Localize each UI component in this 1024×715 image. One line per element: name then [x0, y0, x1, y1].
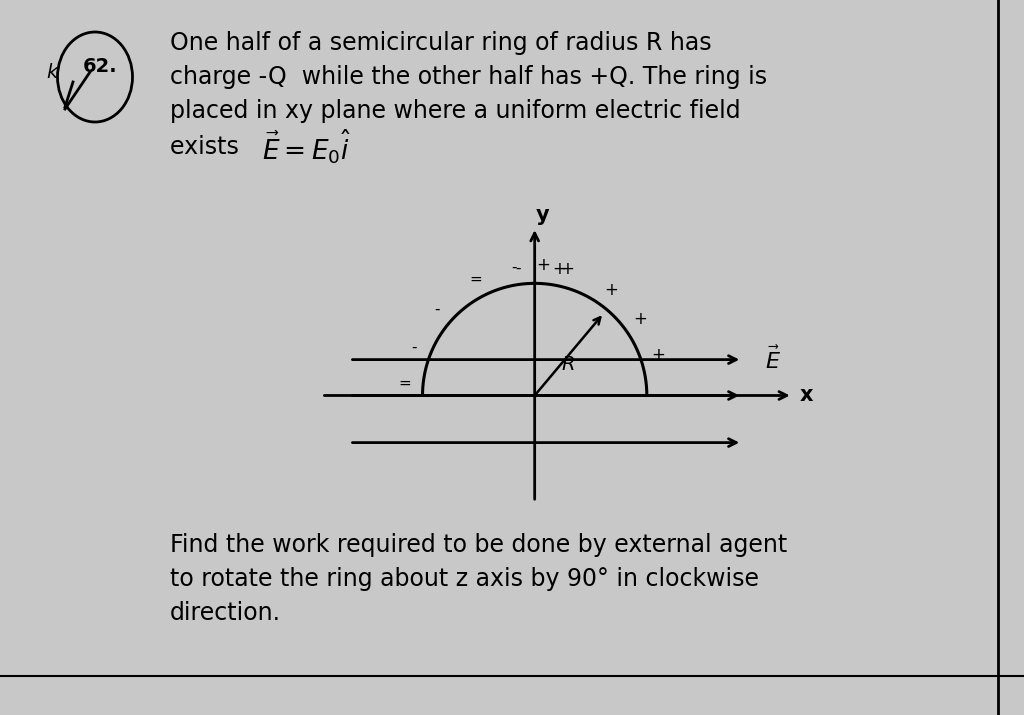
Text: to rotate the ring about z axis by 90° in clockwise: to rotate the ring about z axis by 90° i…: [170, 567, 759, 591]
Text: =: =: [469, 272, 482, 287]
Text: Find the work required to be done by external agent: Find the work required to be done by ext…: [170, 533, 787, 557]
Text: +: +: [537, 257, 551, 275]
Text: -: -: [411, 340, 417, 355]
Text: -: -: [434, 302, 440, 317]
Text: -: -: [512, 260, 517, 275]
Text: charge -Q  while the other half has +Q. The ring is: charge -Q while the other half has +Q. T…: [170, 65, 767, 89]
Text: =: =: [398, 376, 412, 391]
Text: $\vec{E}=E_0\hat{i}$: $\vec{E}=E_0\hat{i}$: [262, 127, 351, 167]
Text: placed in xy plane where a uniform electric field: placed in xy plane where a uniform elect…: [170, 99, 740, 123]
Text: y: y: [536, 205, 549, 225]
Text: 62.: 62.: [83, 57, 118, 77]
Text: R: R: [561, 355, 575, 374]
Text: +: +: [604, 281, 618, 300]
Text: -: -: [515, 261, 520, 276]
Text: +: +: [633, 310, 647, 328]
Text: exists: exists: [170, 135, 254, 159]
Text: +: +: [651, 346, 666, 364]
Text: +: +: [560, 260, 574, 278]
Text: +: +: [552, 260, 566, 277]
Text: direction.: direction.: [170, 601, 281, 625]
Text: One half of a semicircular ring of radius R has: One half of a semicircular ring of radiu…: [170, 31, 712, 55]
Text: x: x: [800, 385, 813, 405]
Text: $\vec{E}$: $\vec{E}$: [765, 346, 780, 373]
Text: k: k: [46, 62, 57, 82]
